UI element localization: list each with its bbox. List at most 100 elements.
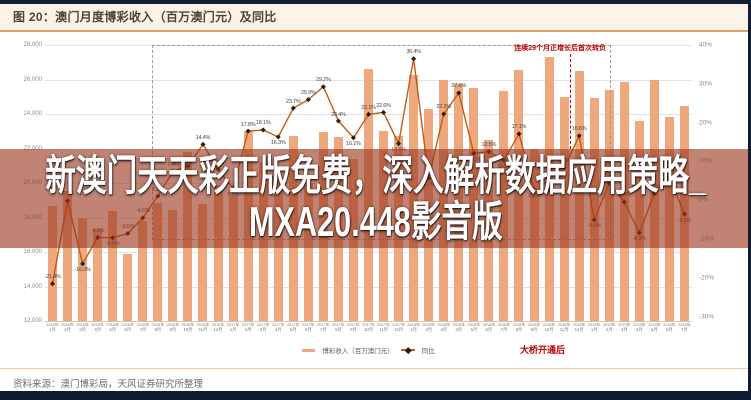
x-tick-month: 7月: [320, 327, 327, 332]
right-axis-tick: 20%: [699, 119, 713, 127]
x-tick-month: 8月: [335, 327, 342, 332]
watermark-overlay: 新澳门天天彩正版免费，深入解析数据应用策略_ MXA20.448影音版: [0, 149, 751, 248]
title-band: [0, 4, 751, 30]
x-tick-year: 2018年: [437, 322, 450, 327]
yoy-value-label: 12.5%: [481, 142, 497, 149]
x-tick-year: 2018年: [557, 322, 571, 327]
left-axis-tick: 12,000: [23, 318, 42, 324]
left-axis-tick: 14,000: [23, 283, 42, 290]
x-tick-month: 11月: [198, 327, 208, 332]
x-tick-label: 2016年 11月: [193, 322, 213, 333]
diamond-marker-icon: [404, 346, 412, 353]
x-tick-year: 2018年: [407, 322, 420, 327]
x-tick-month: 5月: [109, 327, 117, 332]
gridline: [45, 321, 692, 322]
watermark-line-1: 新澳门天天彩正版免费，深入解析数据应用策略_: [45, 151, 706, 199]
x-tick-label: 2016年 4月: [88, 322, 108, 333]
yoy-value-label: 16.6%: [571, 126, 587, 133]
x-tick-month: 8月: [154, 327, 162, 332]
x-tick-label: 2017年 1月: [223, 322, 243, 333]
left-axis-tick: 22,000: [2, 146, 42, 152]
left-axis-tick: 24,000: [23, 111, 42, 117]
x-tick-label: 2018年 8月: [509, 322, 529, 333]
x-tick-month: 2月: [425, 327, 433, 332]
x-tick-label: 2019年 3月: [614, 322, 634, 333]
x-tick-label: 2018年 5月: [464, 322, 484, 333]
x-tick-label: 2018年 12月: [569, 322, 589, 333]
x-tick-year: 2018年: [422, 322, 435, 327]
x-tick-month: 8月: [515, 327, 523, 332]
x-tick-label: 2018年 4月: [449, 322, 469, 333]
x-tick-year: 2016年: [181, 322, 195, 327]
x-tick-year: 2017年: [302, 322, 315, 327]
right-axis-tick: 30%: [699, 80, 713, 88]
x-tick-month: 5月: [651, 327, 658, 332]
yoy-value-label: -21.4%: [44, 274, 61, 281]
x-tick-year: 2018年: [452, 322, 466, 327]
yoy-value-label: 22.6%: [376, 102, 391, 109]
x-tick-year: 2017年: [256, 322, 270, 327]
x-tick-month: 4月: [455, 327, 463, 332]
x-tick-month: 11月: [559, 327, 569, 332]
x-tick-year: 2016年: [76, 322, 89, 327]
legend-bar-swatch-icon: [302, 348, 316, 352]
x-tick-month: 10月: [183, 327, 193, 332]
right-border: [748, 0, 751, 400]
left-axis-tick: 28,000: [23, 42, 42, 48]
x-tick-month: 7月: [500, 327, 508, 332]
x-tick-month: 11月: [379, 327, 388, 332]
x-tick-month: 4月: [635, 327, 643, 332]
x-tick-month: 2月: [64, 327, 71, 332]
x-tick-year: 2018年: [572, 322, 586, 327]
x-tick-year: 2016年: [61, 322, 74, 327]
x-tick-year: 2017年: [347, 322, 360, 327]
x-tick-label: 2017年 7月: [313, 322, 333, 333]
x-tick-label: 2017年 12月: [389, 322, 409, 333]
x-tick-year: 2016年: [46, 322, 59, 327]
yoy-value-label: 17.1%: [511, 124, 527, 131]
x-tick-label: 2016年 6月: [118, 322, 138, 333]
x-tick-year: 2017年: [226, 322, 240, 327]
legend: 博彩收入（百万澳门元） 同比: [45, 345, 692, 355]
x-tick-year: 2017年: [377, 322, 390, 327]
x-tick-label: 2016年 7月: [133, 322, 153, 333]
x-tick-month: 1月: [590, 327, 598, 332]
top-border: [0, 0, 751, 4]
x-tick-label: 2019年 2月: [599, 322, 619, 333]
x-tick-month: 6月: [124, 327, 132, 332]
x-tick-label: 2016年 5月: [103, 322, 123, 333]
streak-annotation: 连续29个月正增长后首次转负: [514, 45, 606, 52]
x-tick-month: 1月: [49, 327, 56, 332]
x-tick-year: 2018年: [482, 322, 496, 327]
yoy-value-label: 22.2%: [436, 104, 452, 111]
x-tick-month: 9月: [169, 327, 177, 332]
yoy-value-label: 25.9%: [301, 90, 316, 97]
yoy-value-label: 29.2%: [316, 77, 331, 84]
x-tick-year: 2019年: [633, 322, 646, 327]
x-tick-year: 2017年: [271, 322, 285, 327]
x-tick-month: 4月: [274, 327, 282, 332]
yoy-value-label: 23.7%: [285, 98, 301, 105]
revenue-bar: [123, 253, 133, 321]
x-tick-year: 2017年: [241, 322, 255, 327]
x-tick-month: 1月: [229, 327, 237, 332]
x-tick-month: 1月: [410, 327, 417, 332]
x-tick-label: 2016年 8月: [148, 322, 168, 333]
x-tick-year: 2017年: [317, 322, 330, 327]
x-tick-label: 2017年 10月: [359, 322, 379, 333]
x-tick-label: 2018年 1月: [404, 322, 424, 333]
x-tick-year: 2016年: [166, 322, 180, 327]
x-tick-year: 2017年: [286, 322, 300, 327]
x-tick-month: 5月: [470, 327, 478, 332]
x-tick-month: 7月: [681, 327, 688, 332]
x-tick-label: 2018年 9月: [524, 322, 544, 333]
x-tick-label: 2019年 4月: [629, 322, 649, 333]
x-tick-year: 2016年: [136, 322, 150, 327]
x-tick-label: 2016年 9月: [163, 322, 183, 333]
title-rule: [0, 30, 751, 32]
x-tick-month: 3月: [259, 327, 267, 332]
x-tick-month: 10月: [363, 327, 374, 332]
x-tick-year: 2019年: [648, 322, 661, 327]
x-tick-month: 6月: [485, 327, 493, 332]
